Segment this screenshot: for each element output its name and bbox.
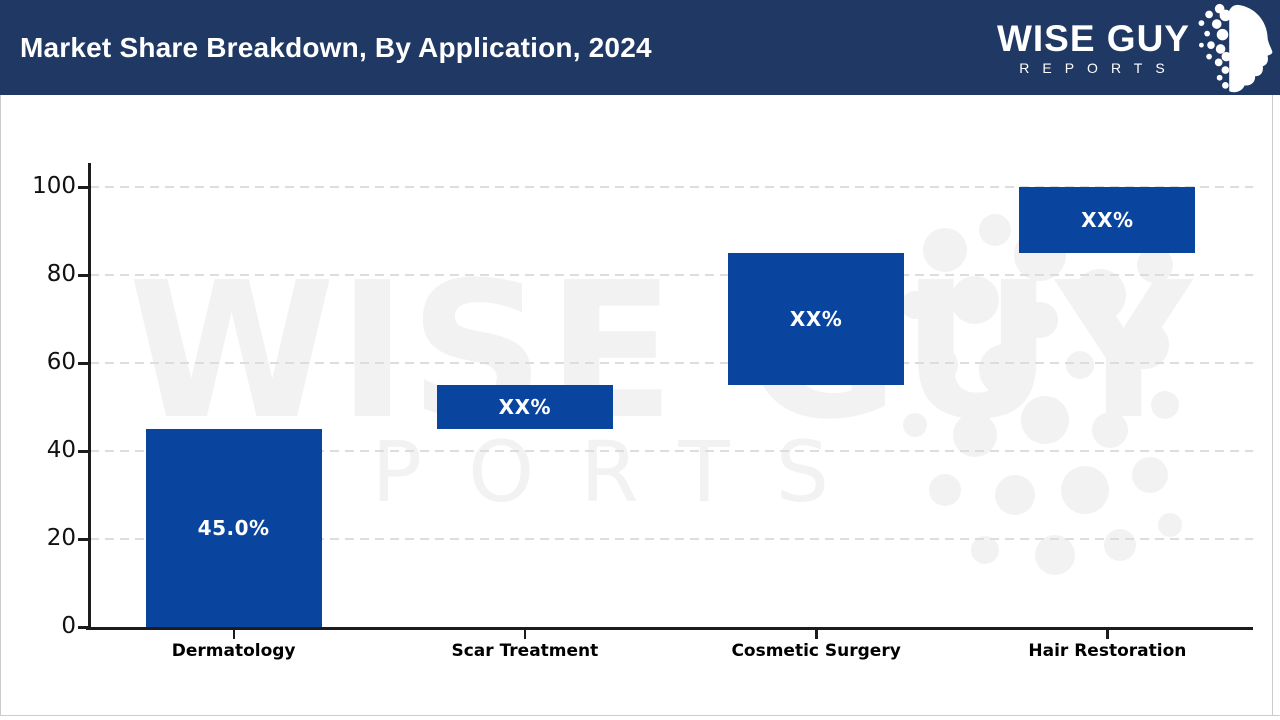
wise-guy-face-icon xyxy=(1198,3,1273,92)
bar-dermatology: 45.0% xyxy=(145,429,322,627)
x-axis-tick xyxy=(815,630,818,639)
x-axis-category-label-dermatology: Dermatology xyxy=(171,641,296,661)
page-border-bottom xyxy=(0,715,1280,716)
wise-guy-logo: WISE GUY REPORTS xyxy=(997,0,1280,95)
logo-text: WISE GUY REPORTS xyxy=(997,20,1190,75)
bar-value-label-dermatology: 45.0% xyxy=(197,516,270,540)
y-axis-tick xyxy=(78,186,88,189)
y-axis-tick-label: 60 xyxy=(46,349,76,375)
bar-value-label-cosmetic-surgery: XX% xyxy=(789,307,843,331)
bar-value-label-scar-treatment: XX% xyxy=(498,395,552,419)
y-axis-tick xyxy=(78,450,88,453)
page-border-right xyxy=(1272,95,1273,716)
gridline-40 xyxy=(90,450,1253,452)
gridline-20 xyxy=(90,538,1253,540)
x-axis-tick xyxy=(523,630,527,639)
x-axis-category-label-scar-treatment: Scar Treatment xyxy=(451,641,599,661)
bar-cosmetic-surgery: XX% xyxy=(728,253,905,385)
y-axis-tick xyxy=(78,626,88,629)
x-axis-line xyxy=(86,627,1253,630)
logo-wordmark: WISE GUY xyxy=(996,18,1190,59)
gridline-60 xyxy=(90,362,1253,364)
x-axis-category-label-cosmetic-surgery: Cosmetic Surgery xyxy=(731,641,901,661)
page-border-left xyxy=(0,95,1,716)
bar-scar-treatment: XX% xyxy=(436,385,613,429)
report-title: Market Share Breakdown, By Application, … xyxy=(20,31,652,63)
y-axis-tick xyxy=(78,274,88,277)
x-axis-category-label-hair-restoration: Hair Restoration xyxy=(1028,641,1187,661)
x-axis-tick xyxy=(232,630,236,639)
y-axis-tick-label: 80 xyxy=(46,261,76,287)
report-header: Market Share Breakdown, By Application, … xyxy=(0,0,1280,95)
x-axis-tick xyxy=(1106,630,1109,639)
y-axis-line xyxy=(88,163,91,630)
gridline-80 xyxy=(90,274,1253,276)
gridline-100 xyxy=(90,186,1253,188)
y-axis-tick-label: 40 xyxy=(46,437,76,463)
y-axis-tick xyxy=(78,362,88,365)
bar-value-label-hair-restoration: XX% xyxy=(1081,208,1134,232)
y-axis-tick xyxy=(78,538,88,541)
logo-subtext: REPORTS xyxy=(1019,60,1178,76)
y-axis-tick-label: 0 xyxy=(61,613,76,639)
y-axis-tick-label: 20 xyxy=(46,525,76,551)
y-axis-tick-label: 100 xyxy=(32,173,76,199)
bar-hair-restoration: XX% xyxy=(1019,187,1196,253)
